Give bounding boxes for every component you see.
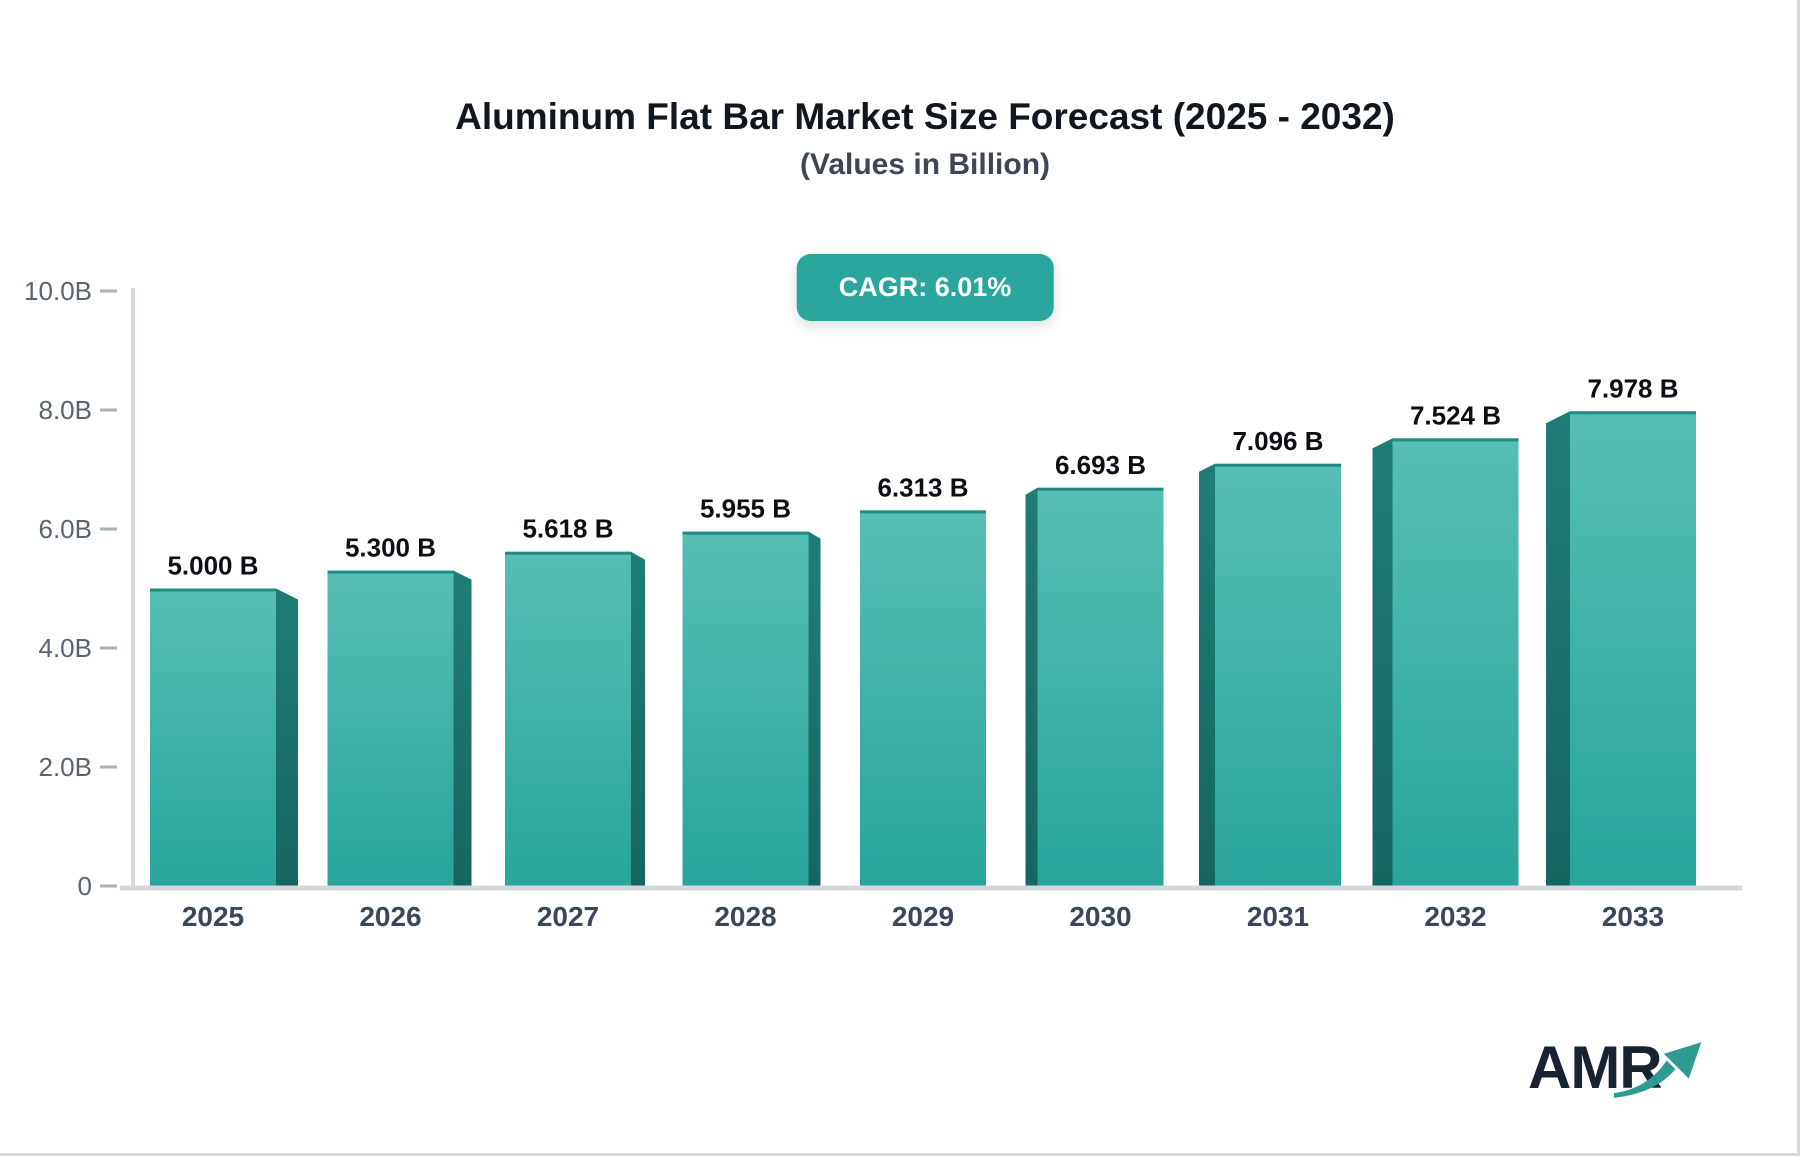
x-axis-label: 2030 — [1069, 901, 1131, 932]
y-axis-label: 8.0B — [39, 395, 93, 425]
bar — [1037, 487, 1164, 886]
arrow-swoosh — [1613, 1060, 1676, 1098]
x-axis-label: 2027 — [537, 901, 599, 932]
bar-group-2032: 7.524 B 2032 — [1372, 400, 1519, 932]
bar-group-2028: 5.955 B 2028 — [682, 494, 821, 932]
bar-group-2027: 5.618 B 2027 — [505, 514, 645, 932]
x-axis-label: 2029 — [892, 901, 954, 932]
bar — [327, 570, 454, 886]
bar-group-2029: 6.313 B 2029 — [860, 472, 986, 932]
bar-side-face — [1546, 411, 1570, 886]
trend-up-arrow-icon — [1613, 1042, 1702, 1098]
bar-group-2033: 7.978 B 2033 — [1546, 373, 1696, 932]
bar-value-label: 5.300 B — [345, 533, 436, 563]
bar — [1215, 463, 1341, 886]
y-axis-label: 10.0B — [24, 276, 92, 306]
bar-side-face — [276, 588, 298, 886]
bar — [860, 510, 986, 886]
bar — [150, 588, 276, 886]
bar-value-label: 6.313 B — [877, 472, 968, 502]
x-axis-label: 2032 — [1424, 901, 1486, 932]
bar-side-face — [1199, 463, 1215, 886]
bar-value-label: 6.693 B — [1055, 450, 1146, 480]
bar — [1392, 438, 1519, 886]
bar-group-2030: 6.693 B 2030 — [1025, 450, 1164, 932]
bar-group-2026: 5.300 B 2026 — [327, 533, 472, 932]
y-axis-label: 4.0B — [39, 633, 93, 663]
bar — [1570, 411, 1696, 886]
x-axis-label: 2033 — [1602, 901, 1664, 932]
bar-side-face — [453, 570, 472, 886]
bar-value-label: 7.978 B — [1587, 373, 1678, 403]
bar-side-face — [1372, 438, 1393, 886]
x-axis-label: 2028 — [714, 901, 776, 932]
y-axis-label: 6.0B — [39, 514, 93, 544]
bar-side-face — [1025, 487, 1038, 886]
bar — [505, 551, 631, 886]
x-axis-label: 2031 — [1247, 901, 1309, 932]
bar-value-label: 5.618 B — [522, 514, 613, 544]
x-axis-label: 2026 — [359, 901, 421, 932]
bar-value-label: 5.955 B — [700, 494, 791, 524]
bar-side-face — [808, 531, 821, 886]
arrow-head — [1663, 1042, 1702, 1079]
bar-group-2031: 7.096 B 2031 — [1199, 426, 1341, 932]
bar-value-label: 5.000 B — [167, 551, 258, 581]
bar-side-face — [631, 551, 645, 886]
x-axis-label: 2025 — [182, 901, 244, 932]
page-title: Aluminum Flat Bar Market Size Forecast (… — [455, 96, 1395, 137]
chart-subtitle: (Values in Billion) — [799, 148, 1051, 181]
y-axis-label: 2.0B — [39, 752, 93, 782]
y-axis-label: 0 — [78, 871, 92, 901]
bar-value-label: 7.524 B — [1410, 400, 1501, 430]
bar-group-2025: 5.000 B 2025 — [150, 551, 298, 932]
amr-logo: AMR — [1528, 1036, 1718, 1116]
cagr-badge: CAGR: 6.01% — [796, 254, 1054, 321]
bar-value-label: 7.096 B — [1232, 426, 1323, 456]
bar — [682, 531, 809, 886]
